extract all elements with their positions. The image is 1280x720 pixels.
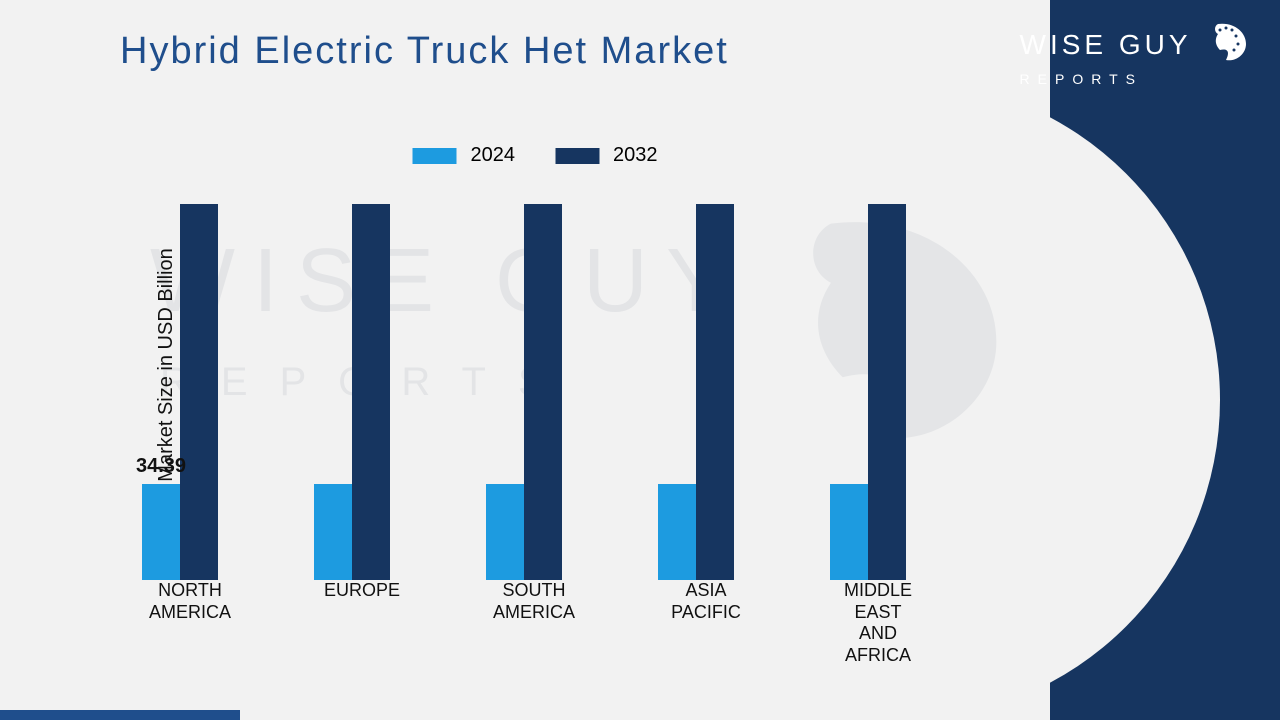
category-label: EUROPE	[292, 580, 432, 602]
bar-2024	[658, 484, 696, 580]
bar-2024	[142, 484, 180, 580]
bar-2032	[868, 204, 906, 580]
category-label: NORTHAMERICA	[120, 580, 260, 623]
legend-item-2032: 2032	[555, 144, 658, 167]
legend-label-2024: 2024	[471, 144, 516, 167]
bar-2032	[180, 204, 218, 580]
category-label: MIDDLEEASTANDAFRICA	[808, 580, 948, 666]
bar-2024	[830, 484, 868, 580]
legend-swatch-2024	[413, 148, 457, 164]
bar-2032	[524, 204, 562, 580]
category-labels: NORTHAMERICAEUROPESOUTHAMERICAASIAPACIFI…	[130, 580, 970, 700]
category-label: ASIAPACIFIC	[636, 580, 776, 623]
legend-item-2024: 2024	[413, 144, 516, 167]
bar-2032	[352, 204, 390, 580]
bar-2024	[314, 484, 352, 580]
bottom-accent-strip	[0, 710, 240, 720]
chart-legend: 2024 2032	[413, 144, 658, 167]
logo-text-sub: REPORTS	[1020, 71, 1250, 87]
logo-text-main: WISE GUY	[1020, 29, 1192, 61]
legend-label-2032: 2032	[613, 144, 658, 167]
logo-head-icon	[1206, 20, 1250, 69]
bar-data-label: 34.39	[136, 455, 186, 478]
bar-2032	[696, 204, 734, 580]
category-label: SOUTHAMERICA	[464, 580, 604, 623]
chart-title: Hybrid Electric Truck Het Market	[120, 30, 729, 73]
chart-plot: 34.39	[130, 190, 970, 580]
page-root: WISE GUY REPORTS WISE GUY REPORTS Hybrid…	[0, 0, 1280, 720]
legend-swatch-2032	[555, 148, 599, 164]
bar-2024	[486, 484, 524, 580]
brand-logo: WISE GUY REPORTS	[1020, 20, 1250, 87]
chart-area: Market Size in USD Billion 2024 2032 34.…	[100, 150, 970, 580]
